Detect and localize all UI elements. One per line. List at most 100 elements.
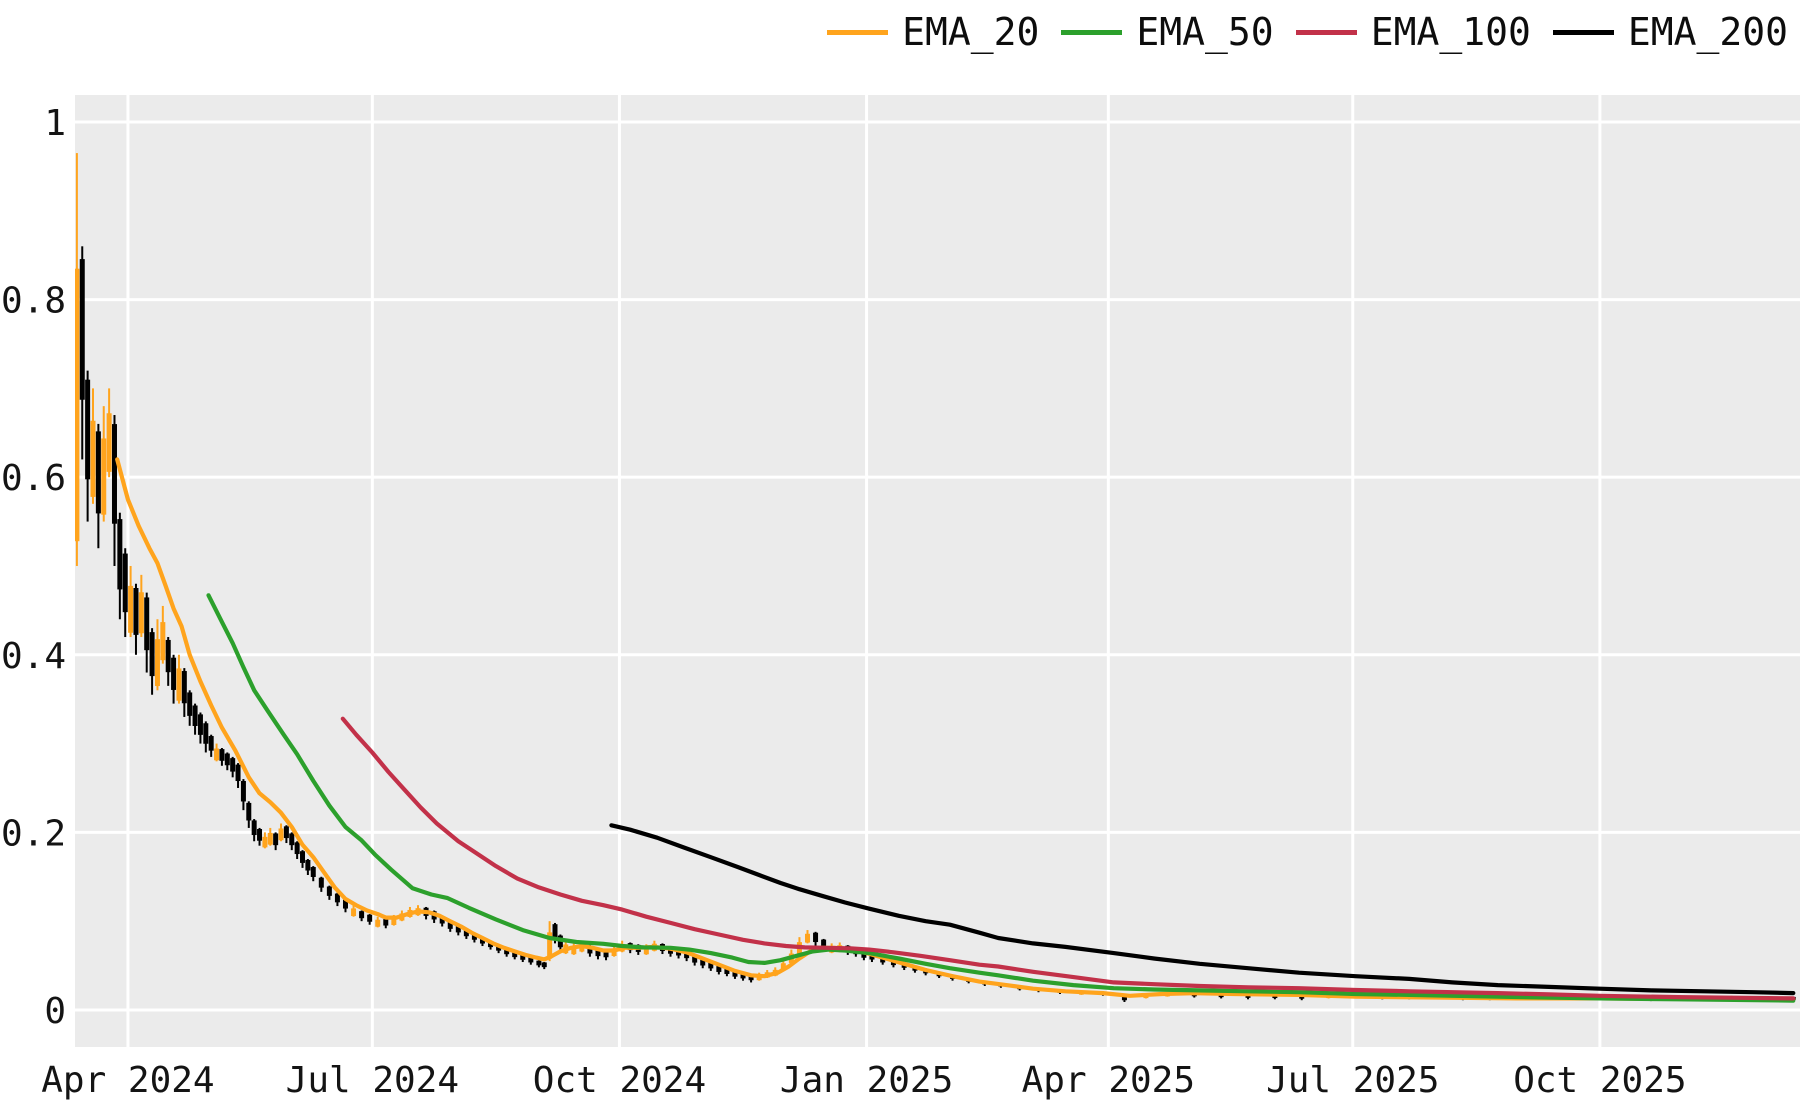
candle-body xyxy=(821,939,827,947)
line-ema-50 xyxy=(206,593,1796,1003)
candle-body xyxy=(504,948,510,955)
candle-body xyxy=(439,916,445,924)
candle-body xyxy=(176,668,182,701)
y-tick-label: 1 xyxy=(44,103,66,144)
candle-body xyxy=(740,973,746,979)
candle-body xyxy=(716,966,722,972)
legend-line-swatch-ema-200 xyxy=(1552,29,1614,35)
candle-body xyxy=(138,592,144,634)
candle-body xyxy=(251,820,257,836)
candle-body xyxy=(117,519,123,590)
candle-body xyxy=(122,553,128,613)
candle-body xyxy=(219,749,225,761)
candle-body xyxy=(294,842,300,855)
candle-body xyxy=(240,780,246,802)
candle-body xyxy=(318,877,324,888)
candle-body xyxy=(203,723,209,744)
candle-body xyxy=(455,925,461,933)
legend-item-ema-50: EMA_50 xyxy=(1061,10,1274,54)
candle-body xyxy=(643,947,649,955)
candle-body xyxy=(552,924,558,938)
legend-item-label: EMA_50 xyxy=(1136,10,1274,54)
x-tick-label: Apr 2024 xyxy=(41,1060,214,1100)
candle-body xyxy=(208,736,214,751)
x-tick-label: Oct 2025 xyxy=(1513,1060,1686,1100)
candle-body xyxy=(160,622,166,661)
legend-item-label: EMA_100 xyxy=(1370,10,1531,54)
legend-item-ema-100: EMA_100 xyxy=(1295,10,1531,54)
candle-body xyxy=(128,585,134,633)
candle-body xyxy=(267,832,273,845)
legend-item-label: EMA_20 xyxy=(902,10,1040,54)
candle-body xyxy=(300,851,306,863)
candle-body xyxy=(197,714,203,735)
line-ema-100 xyxy=(340,716,1796,1001)
candle-body xyxy=(289,833,295,846)
candle-body xyxy=(262,836,268,848)
candle-body xyxy=(541,962,547,968)
candle-body xyxy=(684,951,690,959)
y-tick-label: 0.8 xyxy=(1,281,66,322)
x-tick-label: Jul 2024 xyxy=(286,1060,459,1100)
x-tick-label: Apr 2025 xyxy=(1022,1060,1195,1100)
candle-body xyxy=(463,929,469,937)
legend-item-label: EMA_200 xyxy=(1627,10,1788,54)
candle-body xyxy=(375,919,381,927)
candle-body xyxy=(79,259,85,400)
candle-body xyxy=(90,420,96,497)
candle-body xyxy=(101,438,107,515)
candle-body xyxy=(154,639,160,687)
candle-body xyxy=(326,886,332,896)
candle-body xyxy=(813,932,819,943)
legend-line-swatch-ema-100 xyxy=(1295,29,1357,35)
legend-line-swatch-ema-20 xyxy=(827,29,889,35)
candle-body xyxy=(305,859,311,871)
line-ema-20 xyxy=(115,457,1796,1002)
candle-body xyxy=(85,379,91,480)
chart-legend: EMA_20 EMA_50 EMA_100 EMA_200 xyxy=(827,13,1788,51)
y-tick-label: 0.6 xyxy=(1,458,66,499)
candle-body xyxy=(246,802,252,821)
candle-body xyxy=(192,705,198,726)
candle-body xyxy=(724,968,730,974)
candle-body xyxy=(528,957,534,963)
candle-body xyxy=(187,692,193,716)
x-tick-label: Jul 2025 xyxy=(1266,1060,1439,1100)
candle-body xyxy=(214,748,220,761)
candle-body xyxy=(149,632,155,677)
candle-body xyxy=(224,753,230,766)
candle-body xyxy=(283,826,289,839)
candle-body xyxy=(603,950,609,958)
candle-body xyxy=(780,963,786,971)
candle-body xyxy=(512,951,518,958)
candle-body xyxy=(75,268,80,542)
legend-item-ema-20: EMA_20 xyxy=(827,13,1039,51)
y-tick-label: 0.2 xyxy=(1,813,66,854)
candle-body xyxy=(708,962,714,969)
candle-body xyxy=(692,955,698,963)
candle-body xyxy=(235,764,241,782)
candle-body xyxy=(310,867,316,877)
candle-body xyxy=(1121,996,1127,1001)
candle-body xyxy=(748,974,754,981)
candle-body xyxy=(181,671,187,704)
candle-body xyxy=(342,899,348,909)
candle-body xyxy=(106,413,112,472)
candle-body xyxy=(257,829,263,841)
candle-body xyxy=(732,971,738,977)
x-tick-label: Jan 2025 xyxy=(780,1060,953,1100)
candle-body xyxy=(165,639,171,673)
candle-body xyxy=(804,933,810,943)
candle-body xyxy=(273,833,279,846)
plot-area xyxy=(75,95,1800,1047)
candle-body xyxy=(861,951,867,958)
y-tick-label: 0.4 xyxy=(1,636,66,677)
legend-item-ema-200: EMA_200 xyxy=(1552,10,1788,54)
candle-body xyxy=(471,933,477,940)
candle-body xyxy=(479,937,485,944)
candle-body xyxy=(144,597,150,651)
candle-body xyxy=(880,957,886,963)
candle-body xyxy=(367,914,373,922)
